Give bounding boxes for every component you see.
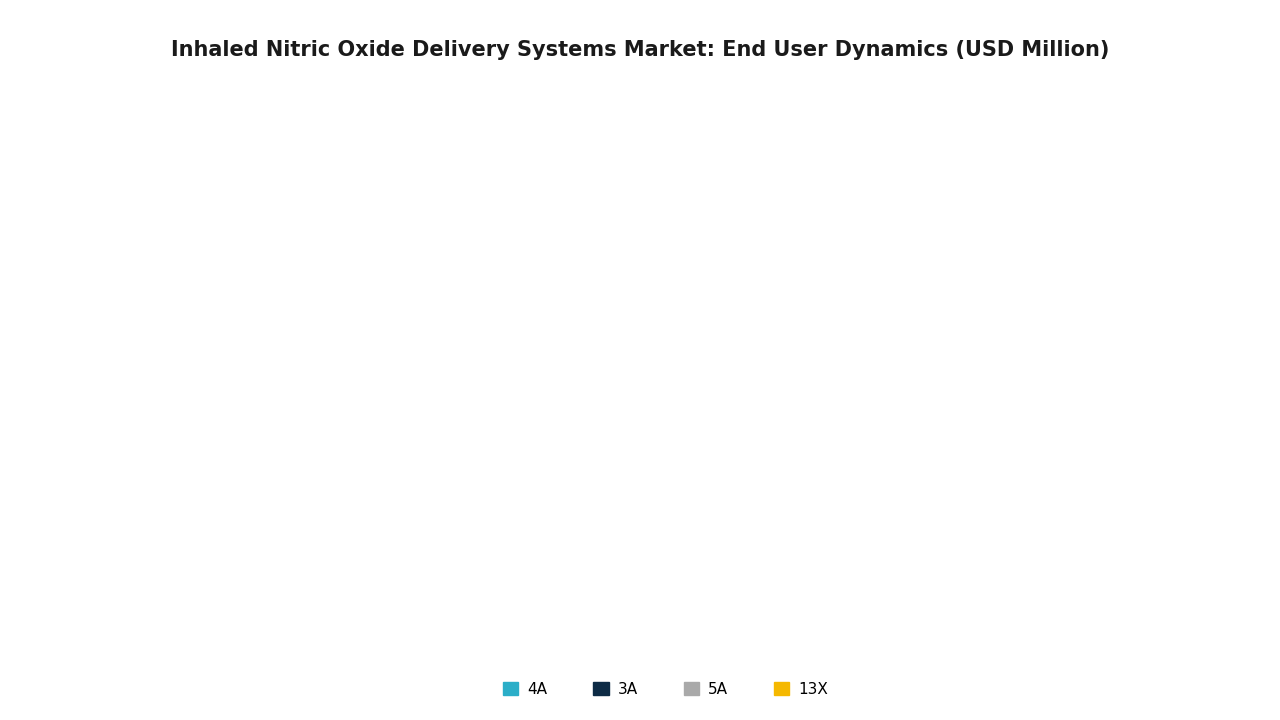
FancyBboxPatch shape	[65, 117, 1266, 631]
Bar	[274, 400, 349, 590]
Legend: 4A, 3A, 5A, 13X: 4A, 3A, 5A, 13X	[497, 676, 835, 703]
Bar	[189, 269, 264, 590]
Text: Inhaled Nitric Oxide Delivery Systems Market: End User Dynamics (USD Million): Inhaled Nitric Oxide Delivery Systems Ma…	[170, 40, 1110, 60]
Bar	[445, 470, 521, 590]
Bar	[982, 405, 1057, 590]
Bar	[1068, 412, 1142, 590]
Bar	[360, 455, 435, 590]
Bar	[896, 344, 972, 590]
Bar	[810, 214, 886, 590]
